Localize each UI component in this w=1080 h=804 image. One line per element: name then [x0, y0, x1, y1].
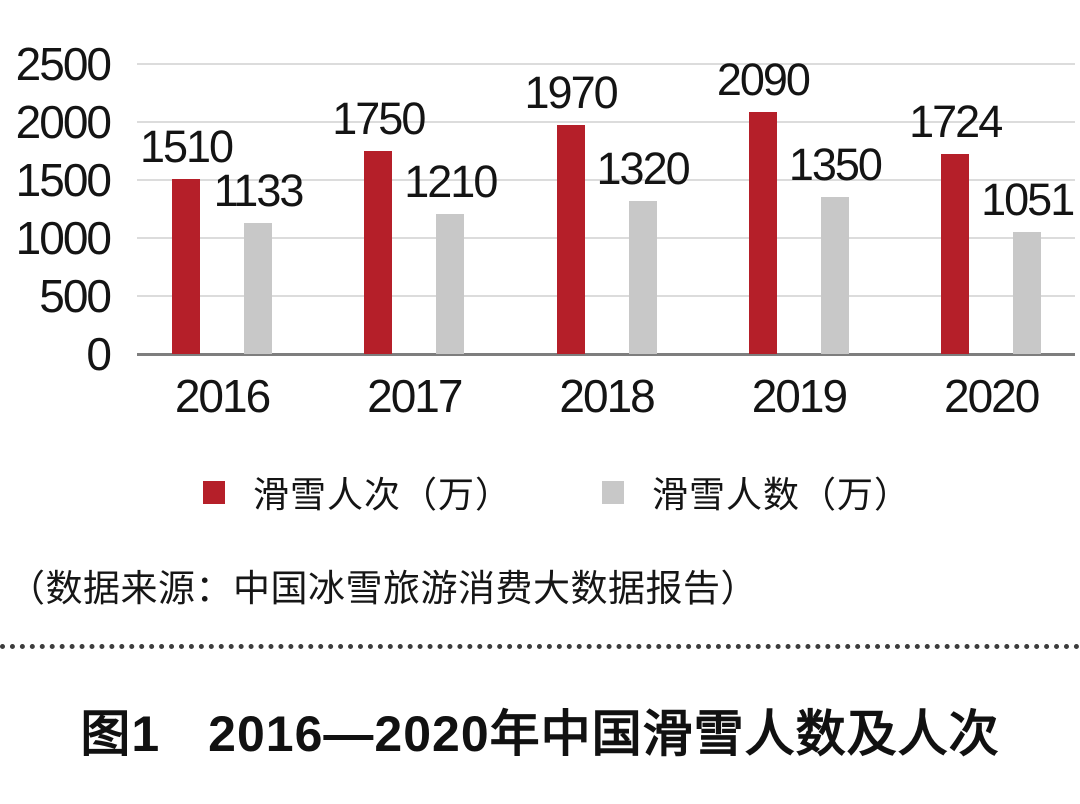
bar-滑雪人数（万）-2016 [244, 223, 272, 354]
gridline-500 [137, 295, 1075, 297]
x-tick-label-2020: 2020 [944, 370, 1040, 422]
y-tick-label-1000: 1000 [15, 212, 112, 264]
legend-swatch-gray [602, 480, 624, 504]
legend-label-ski-people: 滑雪人数（万） [652, 474, 912, 515]
dotted-divider [0, 644, 1080, 649]
bar-value-label-2017-s2: 1210 [404, 156, 498, 207]
bar-value-label-2019-s2: 1350 [788, 139, 883, 190]
bar-滑雪人数（万）-2018 [628, 201, 657, 354]
bar-value-label-2018-s1: 1970 [524, 67, 619, 118]
y-tick-label-2500: 2500 [15, 38, 112, 90]
bar-滑雪人次（万）-2020 [941, 154, 970, 354]
x-axis-line [137, 353, 1075, 356]
bar-滑雪人数（万）-2019 [820, 197, 849, 354]
x-tick-label-2019: 2019 [751, 370, 848, 422]
bar-chart-plot: 0 500 1000 1500 2000 2500 1510 1133 2016 1750 1210… [15, 38, 1076, 422]
gridline-2500 [137, 63, 1075, 65]
x-tick-label-2017: 2017 [367, 370, 463, 422]
gridline-2000 [137, 121, 1075, 123]
data-source-note: （数据来源：中国冰雪旅游消费大数据报告） [8, 567, 758, 610]
bar-value-label-2020-s1: 1724 [909, 96, 1003, 147]
bar-滑雪人数（万）-2017 [436, 214, 465, 354]
figure-number: 图1 [80, 706, 161, 762]
y-tick-label-500: 500 [39, 270, 112, 322]
bar-滑雪人次（万）-2017 [364, 151, 393, 354]
legend-label-ski-visits: 滑雪人次（万） [253, 474, 513, 515]
bar-滑雪人次（万）-2016 [172, 179, 200, 354]
bar-value-label-2020-s2: 1051 [981, 174, 1075, 225]
legend-swatch-red [203, 480, 225, 504]
x-tick-label-2016: 2016 [174, 370, 271, 422]
gridline-1000 [137, 237, 1075, 239]
figure-caption: 图1 2016—2020年中国滑雪人数及人次 [0, 694, 1080, 766]
figure-title: 2016—2020年中国滑雪人数及人次 [208, 706, 1000, 762]
bar-value-label-2016-s2: 1133 [213, 165, 305, 216]
bar-滑雪人数（万）-2020 [1013, 232, 1042, 354]
y-tick-label-0: 0 [86, 328, 112, 380]
bar-滑雪人次（万）-2019 [748, 112, 777, 354]
bar-滑雪人次（万）-2018 [556, 125, 585, 354]
legend-item-ski-people: 滑雪人数（万） [602, 466, 911, 518]
y-tick-label-2000: 2000 [15, 96, 112, 148]
bar-value-label-2018-s2: 1320 [596, 143, 691, 194]
bar-value-label-2019-s1: 2090 [716, 54, 811, 105]
gridline-1500 [137, 179, 1075, 181]
bar-value-label-2017-s1: 1750 [332, 93, 426, 144]
legend-item-ski-visits: 滑雪人次（万） [203, 466, 512, 518]
bar-value-label-2016-s1: 1510 [139, 121, 234, 172]
y-tick-label-1500: 1500 [15, 154, 112, 206]
x-tick-label-2018: 2018 [559, 370, 655, 422]
